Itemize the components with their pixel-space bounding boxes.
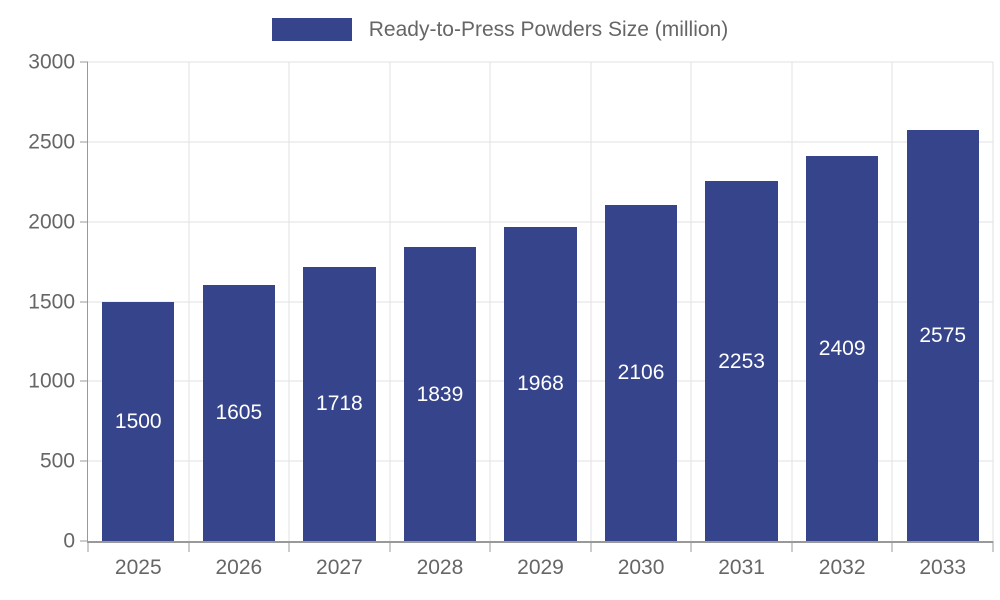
x-axis-tick-label: 2029 bbox=[517, 556, 564, 579]
x-axis-tick-label: 2033 bbox=[919, 556, 967, 579]
x-axis-line bbox=[87, 541, 993, 543]
y-axis-tick bbox=[80, 460, 88, 462]
legend: Ready-to-Press Powders Size (million) bbox=[0, 17, 1000, 42]
y-axis-tick-label: 3000 bbox=[28, 50, 75, 74]
y-axis-tick-label: 500 bbox=[39, 449, 75, 473]
x-axis-tick-label: 2031 bbox=[718, 556, 765, 579]
plot-area: 0 500 1000 1500 2000 2500 3000 1500 2025 1605 2026… bbox=[28, 52, 994, 578]
gridline-vertical bbox=[188, 62, 190, 541]
x-axis-tick-label: 2030 bbox=[617, 556, 665, 579]
bar: 1718 bbox=[303, 266, 376, 541]
x-axis-tick bbox=[891, 541, 893, 552]
gridline-vertical bbox=[489, 62, 491, 541]
bar: 1839 bbox=[403, 247, 477, 541]
bar: 2253 bbox=[705, 181, 778, 541]
gridline-vertical bbox=[690, 62, 692, 541]
x-axis-tick bbox=[87, 541, 89, 552]
x-axis-tick bbox=[188, 541, 190, 552]
bar-value-label: 1605 bbox=[215, 401, 263, 425]
gridline-horizontal bbox=[88, 221, 993, 223]
bar: 1605 bbox=[202, 284, 276, 541]
gridline-vertical bbox=[992, 62, 994, 541]
y-axis-tick bbox=[80, 380, 88, 382]
y-axis-tick-label: 2000 bbox=[28, 210, 75, 234]
y-axis-tick-label: 2500 bbox=[28, 130, 75, 154]
y-axis-tick bbox=[80, 61, 88, 63]
y-axis-tick bbox=[80, 301, 88, 302]
x-axis-tick bbox=[690, 541, 692, 552]
x-axis-tick-label: 2032 bbox=[818, 556, 866, 579]
bar: 1500 bbox=[102, 301, 175, 541]
bar: 1968 bbox=[504, 226, 577, 541]
y-axis-tick-label: 1000 bbox=[28, 369, 75, 393]
gridline-vertical bbox=[288, 62, 290, 541]
x-axis-tick-label: 2028 bbox=[416, 556, 464, 579]
y-axis-tick-label: 0 bbox=[63, 529, 75, 553]
x-axis-tick bbox=[791, 541, 793, 552]
bar-value-label: 1718 bbox=[316, 392, 363, 416]
bar-value-label: 2253 bbox=[718, 349, 765, 373]
gridline-horizontal bbox=[88, 141, 993, 143]
bar-value-label: 2575 bbox=[919, 323, 967, 347]
bar-value-label: 1839 bbox=[416, 382, 464, 406]
y-axis-tick bbox=[80, 221, 88, 223]
x-axis-tick bbox=[992, 541, 994, 552]
gridline-vertical bbox=[389, 62, 391, 541]
x-axis-tick bbox=[288, 541, 290, 552]
gridline-vertical bbox=[891, 62, 893, 541]
x-axis-tick-label: 2025 bbox=[114, 556, 162, 579]
x-axis-tick bbox=[489, 541, 491, 552]
legend-swatch-icon bbox=[271, 18, 352, 42]
gridline-vertical bbox=[590, 62, 592, 541]
legend-item[interactable]: Ready-to-Press Powders Size (million) bbox=[271, 17, 729, 42]
bar-value-label: 1968 bbox=[517, 372, 564, 396]
y-axis-tick bbox=[80, 141, 88, 143]
y-axis-tick-label: 1500 bbox=[28, 290, 75, 313]
x-axis-tick bbox=[389, 541, 391, 552]
bar-value-label: 1500 bbox=[114, 409, 162, 433]
y-axis-tick bbox=[80, 540, 88, 542]
bar-value-label: 2106 bbox=[617, 361, 665, 385]
legend-label: Ready-to-Press Powders Size (million) bbox=[368, 18, 729, 41]
bar: 2575 bbox=[906, 129, 979, 541]
gridline-vertical bbox=[791, 62, 793, 541]
bar: 2409 bbox=[805, 156, 879, 541]
x-axis-tick-label: 2027 bbox=[316, 556, 363, 579]
bar: 2106 bbox=[604, 204, 678, 541]
bar-value-label: 2409 bbox=[818, 337, 866, 361]
x-axis-tick bbox=[590, 541, 592, 552]
x-axis-tick-label: 2026 bbox=[215, 556, 263, 579]
gridline-horizontal bbox=[88, 61, 993, 63]
